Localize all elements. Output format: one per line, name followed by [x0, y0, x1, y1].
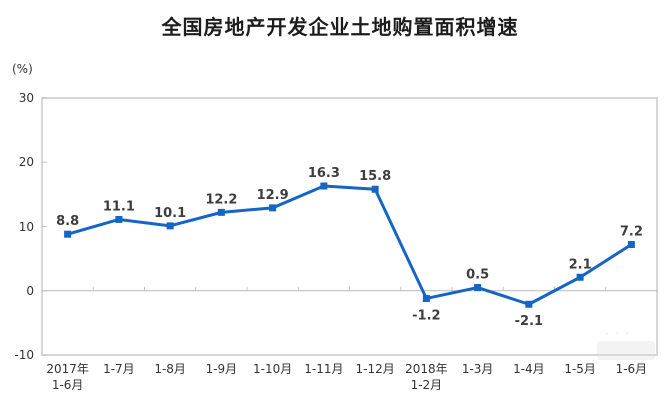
- data-label: 12.9: [257, 188, 289, 203]
- data-point-marker: [217, 208, 225, 216]
- x-tick-label: 1-10月: [253, 362, 293, 376]
- x-tick-label: 1-12月: [355, 362, 395, 376]
- data-label: 8.8: [56, 214, 79, 229]
- y-tick-label: 10: [18, 219, 34, 234]
- y-tick-label: 0: [26, 283, 34, 298]
- data-point-marker: [422, 294, 430, 302]
- data-label: 12.2: [205, 192, 237, 207]
- x-tick-label: 1-4月: [513, 362, 545, 376]
- x-tick-label: 1-8月: [154, 362, 186, 376]
- x-tick-label: 2018年 1-2月: [405, 362, 448, 392]
- data-point-marker: [474, 284, 482, 292]
- data-point-marker: [371, 185, 379, 193]
- data-label: -1.2: [412, 308, 440, 323]
- data-label: 7.2: [620, 224, 643, 239]
- data-point-marker: [269, 204, 277, 212]
- data-label: -2.1: [515, 314, 543, 329]
- data-point-marker: [115, 215, 123, 223]
- data-point-marker: [64, 230, 72, 238]
- data-point-marker: [576, 273, 584, 281]
- data-label: 0.5: [466, 268, 489, 283]
- data-label: 2.1: [569, 257, 592, 272]
- data-label: 16.3: [308, 166, 340, 181]
- y-axis-unit-label: (%): [12, 62, 33, 76]
- x-tick-label: 1-7月: [103, 362, 135, 376]
- data-point-marker: [320, 182, 328, 190]
- plot-border: [41, 97, 658, 356]
- y-tick-label: 30: [18, 91, 34, 105]
- y-tick-label: -10: [14, 348, 34, 362]
- data-point-marker: [525, 300, 533, 308]
- data-label: 11.1: [103, 199, 135, 214]
- x-tick-label: 1-5月: [564, 362, 596, 376]
- x-tick-label: 1-9月: [205, 362, 238, 376]
- chart-title: 全国房地产开发企业土地购置面积增速: [161, 15, 519, 39]
- x-tick-label: 2017年 1-6月: [46, 362, 89, 392]
- data-point-marker: [166, 222, 174, 230]
- data-label: 10.1: [154, 206, 186, 221]
- x-tick-label: 1-6月: [615, 362, 648, 376]
- line-series: [67, 184, 633, 306]
- x-tick-label: 1-3月: [461, 362, 494, 376]
- x-tick-label: 1-11月: [304, 362, 344, 376]
- y-tick-label: 20: [18, 155, 34, 170]
- data-label: 15.8: [359, 169, 391, 184]
- data-point-marker: [627, 240, 635, 248]
